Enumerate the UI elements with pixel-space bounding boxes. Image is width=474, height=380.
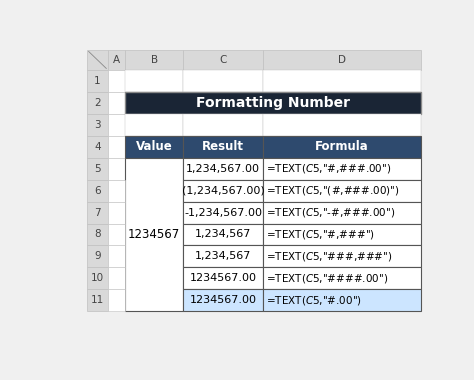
Bar xyxy=(87,136,108,158)
Text: 1,234,567: 1,234,567 xyxy=(195,252,251,261)
Text: Formatting Number: Formatting Number xyxy=(196,96,350,110)
Bar xyxy=(183,136,263,158)
Text: 6: 6 xyxy=(94,185,101,196)
Text: 10: 10 xyxy=(91,273,104,283)
Bar xyxy=(263,136,421,158)
Bar xyxy=(108,245,125,268)
Text: =TEXT($C$5,"#,###.00"): =TEXT($C$5,"#,###.00") xyxy=(266,162,392,175)
Bar xyxy=(108,136,125,158)
Bar xyxy=(263,70,421,92)
Text: 3: 3 xyxy=(94,120,101,130)
Bar xyxy=(263,114,421,136)
Bar xyxy=(87,50,108,70)
Bar xyxy=(263,268,421,289)
Bar xyxy=(183,180,263,201)
Bar xyxy=(125,114,183,136)
Bar xyxy=(263,201,421,223)
Bar xyxy=(108,114,125,136)
Bar xyxy=(263,289,421,311)
Text: 9: 9 xyxy=(94,252,101,261)
Text: =TEXT($C$5,"(#,###.00)"): =TEXT($C$5,"(#,###.00)") xyxy=(266,184,400,197)
Bar xyxy=(263,223,421,245)
Text: 5: 5 xyxy=(94,164,101,174)
Bar xyxy=(183,245,263,268)
Bar xyxy=(183,50,263,70)
Text: 4: 4 xyxy=(94,142,101,152)
Text: 8: 8 xyxy=(94,230,101,239)
Text: A: A xyxy=(113,55,120,65)
Bar xyxy=(125,136,183,158)
Bar xyxy=(125,92,421,114)
Bar xyxy=(183,114,263,136)
Bar xyxy=(183,268,263,289)
Text: 1,234,567.00: 1,234,567.00 xyxy=(186,164,260,174)
Text: Formula: Formula xyxy=(315,140,369,153)
Bar xyxy=(183,158,263,180)
Bar xyxy=(183,223,263,245)
Text: Result: Result xyxy=(202,140,244,153)
Bar xyxy=(263,158,421,180)
Bar xyxy=(108,92,125,114)
Bar xyxy=(125,70,183,92)
Bar xyxy=(263,245,421,268)
Text: C: C xyxy=(219,55,227,65)
Bar xyxy=(87,223,108,245)
Bar xyxy=(87,158,108,180)
Bar xyxy=(87,70,108,92)
Bar xyxy=(87,245,108,268)
Text: 1,234,567: 1,234,567 xyxy=(195,230,251,239)
Bar xyxy=(108,180,125,201)
Text: Value: Value xyxy=(136,140,173,153)
Bar xyxy=(263,180,421,201)
Text: D: D xyxy=(338,55,346,65)
Text: 1234567.00: 1234567.00 xyxy=(190,273,256,283)
Text: =TEXT($C$5,"#.00"): =TEXT($C$5,"#.00") xyxy=(266,294,362,307)
Bar xyxy=(108,289,125,311)
Text: 7: 7 xyxy=(94,207,101,217)
Text: B: B xyxy=(151,55,158,65)
Text: 11: 11 xyxy=(91,295,104,305)
Bar xyxy=(108,70,125,92)
Text: =TEXT($C$5,"###,###"): =TEXT($C$5,"###,###") xyxy=(266,250,392,263)
Text: 1234567: 1234567 xyxy=(128,228,181,241)
Bar xyxy=(87,92,108,114)
Bar xyxy=(108,50,125,70)
Bar xyxy=(125,50,183,70)
Bar xyxy=(108,223,125,245)
Bar xyxy=(87,268,108,289)
Bar xyxy=(263,50,421,70)
Text: 1: 1 xyxy=(94,76,101,86)
Bar xyxy=(108,158,125,180)
Text: (1,234,567.00): (1,234,567.00) xyxy=(182,185,264,196)
Bar xyxy=(108,268,125,289)
Text: 2: 2 xyxy=(94,98,101,108)
Bar xyxy=(108,201,125,223)
Bar xyxy=(87,289,108,311)
Bar xyxy=(87,201,108,223)
Text: =TEXT($C$5,"####.00"): =TEXT($C$5,"####.00") xyxy=(266,272,388,285)
Text: =TEXT($C$5,"#,###"): =TEXT($C$5,"#,###") xyxy=(266,228,375,241)
Bar xyxy=(125,158,183,311)
Text: -1,234,567.00: -1,234,567.00 xyxy=(184,207,262,217)
Bar xyxy=(87,180,108,201)
Bar xyxy=(183,70,263,92)
Bar xyxy=(87,114,108,136)
Text: =TEXT($C$5,"-#,###.00"): =TEXT($C$5,"-#,###.00") xyxy=(266,206,395,219)
Text: 1234567.00: 1234567.00 xyxy=(190,295,256,305)
Bar xyxy=(183,201,263,223)
Bar xyxy=(183,289,263,311)
